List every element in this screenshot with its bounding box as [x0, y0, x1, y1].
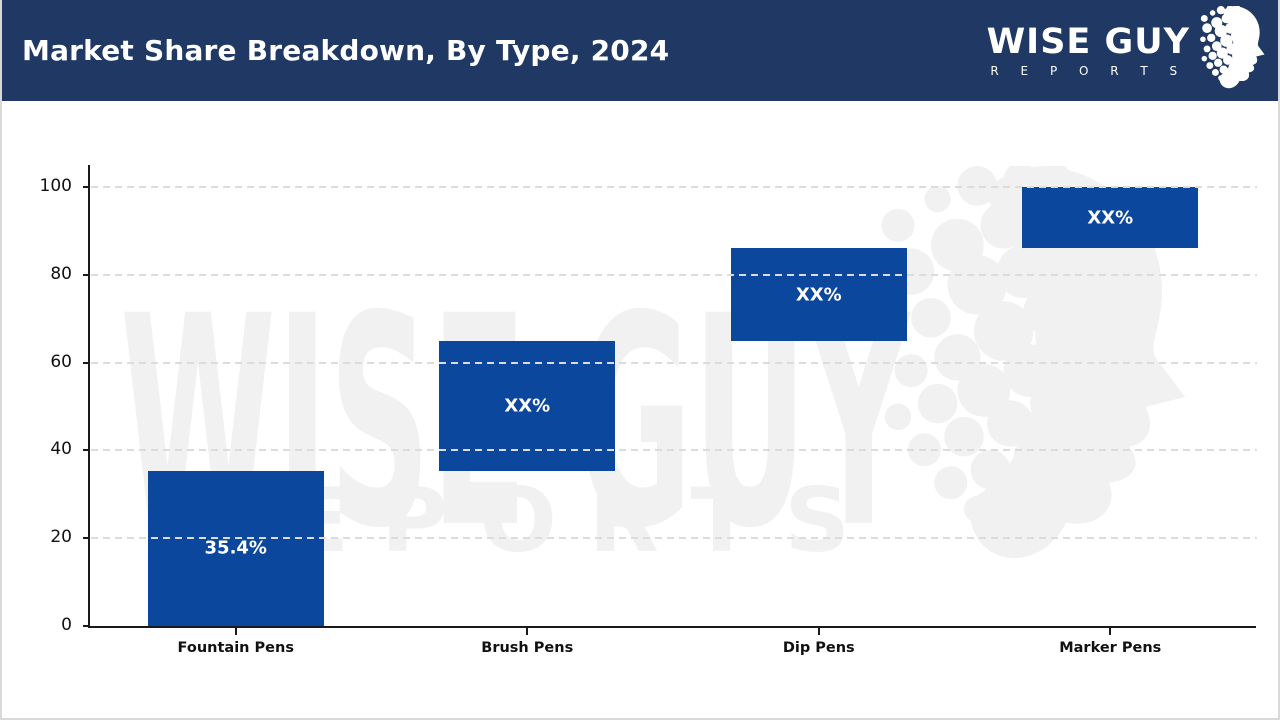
- category-label: Brush Pens: [481, 640, 574, 656]
- y-axis-spine: [88, 165, 90, 628]
- wise-guy-face-icon: [1196, 6, 1268, 96]
- y-tick-mark: [83, 361, 90, 364]
- bar: [730, 248, 907, 341]
- bar-value-label: XX%: [504, 395, 551, 417]
- bar-value-label: 35.4%: [204, 537, 267, 559]
- category-label: Fountain Pens: [177, 640, 294, 656]
- x-tick-mark: [234, 628, 237, 635]
- gridline: [91, 361, 1257, 364]
- chart-area: WISE GUY R E P O R T S 0 20 40 60 80 100 35.4%…: [2, 101, 1278, 718]
- y-tick-mark: [83, 273, 90, 276]
- wiseguy-logo: WISE GUY R E P O R T S: [987, 6, 1268, 96]
- bar-value-label: XX%: [1087, 207, 1134, 229]
- logo-text: WISE GUY R E P O R T S: [986, 21, 1190, 78]
- y-tick-label: 0: [61, 615, 72, 635]
- y-tick-mark: [83, 625, 90, 627]
- y-tick-label: 80: [50, 263, 72, 284]
- category-label: Marker Pens: [1059, 640, 1162, 656]
- y-tick-label: 60: [50, 351, 72, 372]
- bar: [147, 470, 324, 626]
- y-tick-mark: [83, 537, 90, 540]
- y-tick-label: 20: [50, 527, 72, 548]
- logo-wordmark: WISE GUY: [986, 21, 1190, 62]
- y-tick-mark: [83, 186, 90, 188]
- gridline: [91, 537, 1257, 540]
- gridline: [91, 449, 1257, 452]
- logo-subtitle: R E P O R T S: [990, 63, 1187, 78]
- plot: 0 20 40 60 80 100 35.4% Fountain Pens XX% Brush P…: [2, 101, 1278, 718]
- page-title: Market Share Breakdown, By Type, 2024: [22, 34, 670, 67]
- x-tick-mark: [817, 628, 820, 635]
- y-tick-label: 40: [50, 439, 72, 460]
- bar-value-label: XX%: [795, 284, 842, 306]
- category-label: Dip Pens: [782, 640, 855, 656]
- x-tick-mark: [526, 628, 529, 635]
- x-axis-spine: [88, 626, 1256, 628]
- y-tick-mark: [83, 449, 90, 452]
- x-tick-mark: [1109, 628, 1112, 635]
- gridline: [91, 186, 1257, 188]
- y-tick-label: 100: [39, 176, 72, 196]
- gridline: [91, 273, 1257, 276]
- header: Market Share Breakdown, By Type, 2024 WI…: [2, 0, 1278, 101]
